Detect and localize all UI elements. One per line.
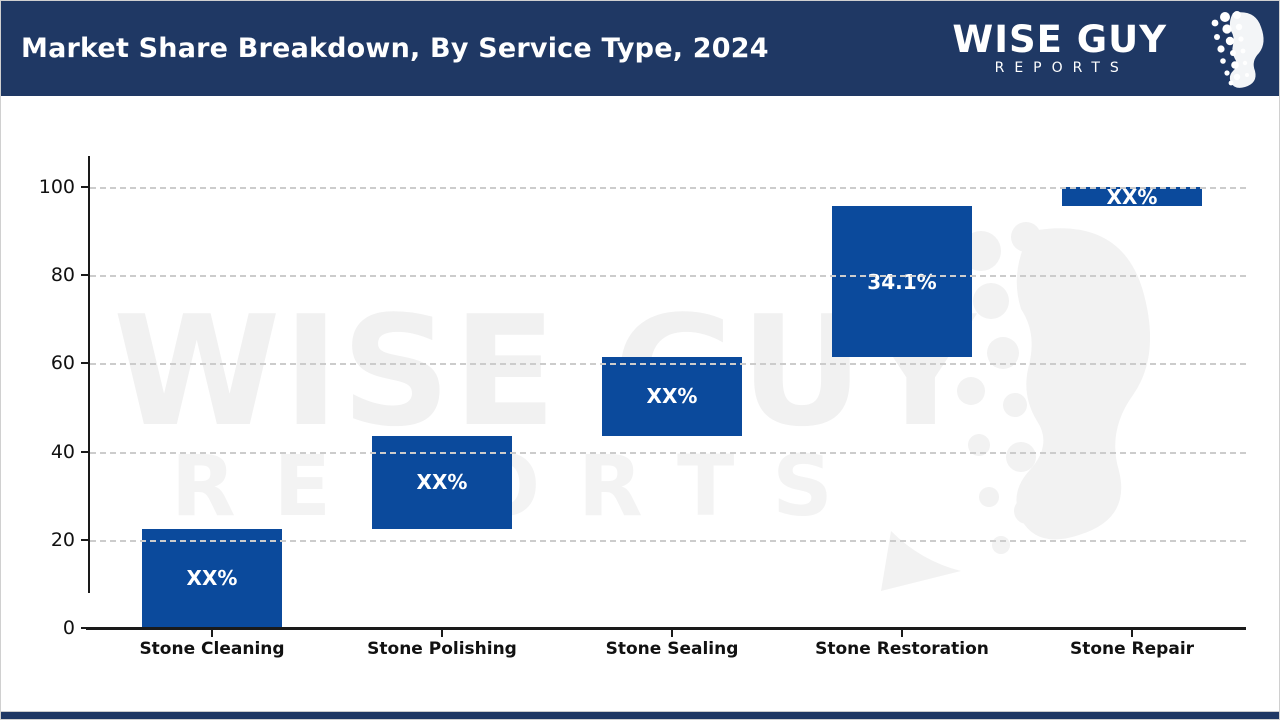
bar-stone-repair: XX% — [1062, 185, 1202, 209]
x-tick-mark-stone-cleaning — [211, 630, 213, 637]
gridline-60 — [90, 363, 1246, 366]
footer-band — [1, 711, 1279, 719]
y-tick-label-60: 60 — [50, 352, 75, 375]
y-tick-label-80: 80 — [50, 264, 75, 287]
x-axis — [86, 627, 1246, 630]
gridline-20 — [90, 539, 1246, 542]
x-tick-label-stone-repair: Stone Repair — [1069, 639, 1195, 659]
gridline-80 — [90, 275, 1246, 278]
x-tick-label-stone-restoration: Stone Restoration — [815, 639, 989, 659]
wise-guy-logo: WISE GUY REPORTS — [952, 1, 1269, 96]
y-tick-label-100: 100 — [38, 176, 75, 198]
bar-stone-restoration: 34.1% — [832, 206, 972, 357]
y-tick-mark-0 — [81, 627, 89, 629]
y-tick-label-40: 40 — [50, 440, 75, 463]
y-axis — [88, 156, 90, 593]
y-tick-label-0: 0 — [62, 617, 75, 639]
x-tick-label-stone-polishing: Stone Polishing — [367, 639, 517, 659]
x-tick-mark-stone-repair — [1131, 630, 1133, 637]
gridline-100 — [90, 187, 1246, 189]
chart-area: 0 20 40 60 80 100 XX% XX% XX% 34.1% XX% Stone Cle… — [1, 96, 1279, 713]
y-tick-mark-60 — [81, 362, 89, 365]
bar-stone-sealing: XX% — [602, 356, 742, 436]
x-tick-mark-stone-sealing — [671, 630, 673, 637]
x-tick-mark-stone-polishing — [441, 630, 443, 637]
gridline-40 — [90, 451, 1246, 454]
wise-guy-logo-text: WISE GUY REPORTS — [952, 21, 1167, 76]
bar-value-label-stone-cleaning: XX% — [186, 566, 238, 591]
bar-value-label-stone-polishing: XX% — [416, 470, 468, 495]
header-band: Market Share Breakdown, By Service Type,… — [1, 1, 1279, 96]
logo-secondary-text: REPORTS — [994, 60, 1129, 76]
x-tick-label-stone-cleaning: Stone Cleaning — [139, 639, 285, 659]
bar-value-label-stone-sealing: XX% — [646, 384, 698, 409]
x-tick-label-stone-sealing: Stone Sealing — [605, 639, 739, 659]
wise-guy-face-icon — [1211, 10, 1264, 88]
y-tick-mark-100 — [81, 186, 89, 188]
y-tick-mark-20 — [81, 538, 89, 541]
logo-primary-text: WISE GUY — [952, 18, 1167, 61]
x-tick-mark-stone-restoration — [901, 630, 903, 637]
page-title: Market Share Breakdown, By Service Type,… — [21, 33, 769, 64]
y-tick-mark-80 — [81, 274, 89, 277]
bar-value-label-stone-restoration: 34.1% — [867, 269, 937, 294]
y-tick-mark-40 — [81, 450, 89, 453]
y-tick-label-20: 20 — [50, 528, 75, 551]
bar-stone-polishing: XX% — [372, 435, 512, 529]
watermark-primary-text: WISE GUY — [113, 283, 978, 460]
bar-stone-cleaning: XX% — [142, 528, 282, 628]
